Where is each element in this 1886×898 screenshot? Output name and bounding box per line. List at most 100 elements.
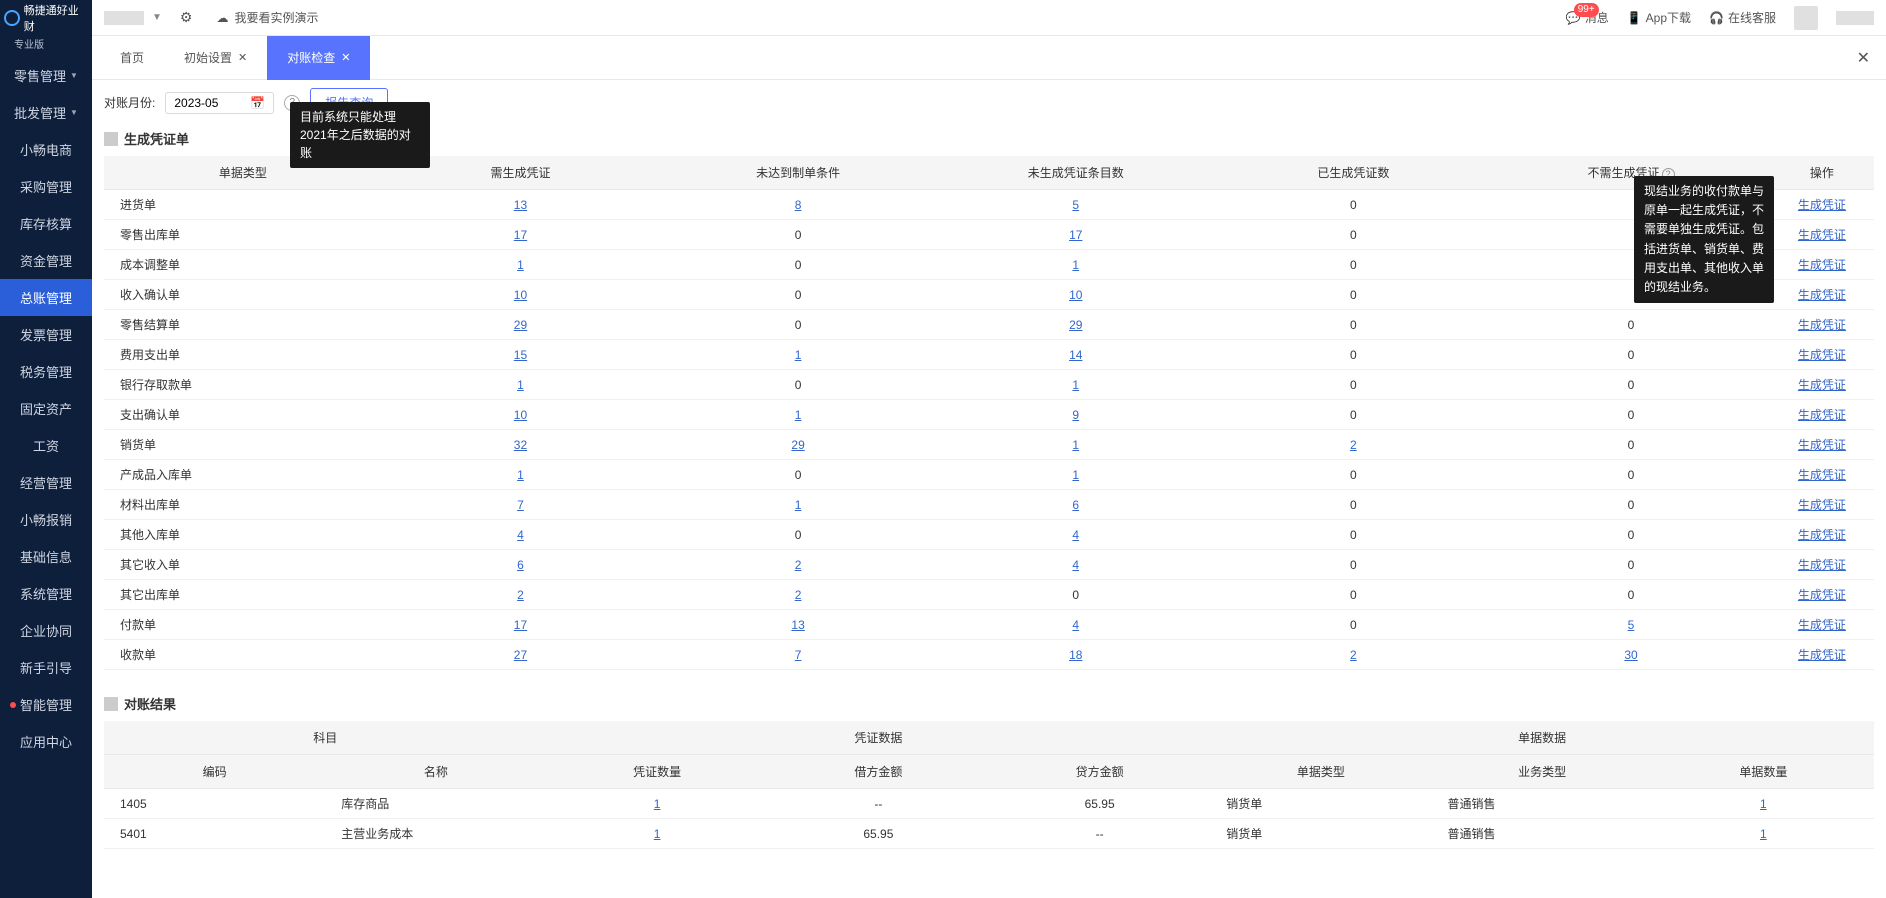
link[interactable]: 10: [514, 408, 527, 422]
gen-voucher-link[interactable]: 生成凭证: [1798, 648, 1846, 662]
link[interactable]: 2: [1350, 438, 1357, 452]
avatar[interactable]: [1794, 6, 1818, 30]
sidebar-item-新手引导[interactable]: 新手引导: [0, 649, 92, 686]
link[interactable]: 17: [514, 228, 527, 242]
link[interactable]: 2: [795, 558, 802, 572]
link[interactable]: 17: [1069, 228, 1082, 242]
link[interactable]: 7: [517, 498, 524, 512]
link[interactable]: 1: [1072, 258, 1079, 272]
link[interactable]: 1: [795, 348, 802, 362]
gen-voucher-link[interactable]: 生成凭证: [1798, 408, 1846, 422]
doc-type: 银行存取款单: [104, 370, 382, 400]
sidebar-item-系统管理[interactable]: 系统管理: [0, 575, 92, 612]
sidebar-item-基础信息[interactable]: 基础信息: [0, 538, 92, 575]
gen-voucher-link[interactable]: 生成凭证: [1798, 258, 1846, 272]
link[interactable]: 1: [1072, 468, 1079, 482]
link[interactable]: 29: [791, 438, 804, 452]
link[interactable]: 29: [1069, 318, 1082, 332]
link[interactable]: 10: [514, 288, 527, 302]
link[interactable]: 6: [517, 558, 524, 572]
gen-voucher-link[interactable]: 生成凭证: [1798, 588, 1846, 602]
sidebar-item-小畅报销[interactable]: 小畅报销: [0, 501, 92, 538]
sidebar-item-总账管理[interactable]: 总账管理: [0, 279, 92, 316]
link[interactable]: 10: [1069, 288, 1082, 302]
link[interactable]: 4: [1072, 618, 1079, 632]
sidebar-item-资金管理[interactable]: 资金管理: [0, 242, 92, 279]
tab-对账检查[interactable]: 对账检查✕: [267, 36, 370, 80]
online-service-button[interactable]: 🎧 在线客服: [1709, 9, 1776, 26]
sidebar-item-发票管理[interactable]: 发票管理: [0, 316, 92, 353]
link[interactable]: 2: [517, 588, 524, 602]
link[interactable]: 1: [517, 258, 524, 272]
calendar-icon[interactable]: 📅: [250, 96, 265, 110]
link[interactable]: 1: [517, 378, 524, 392]
gen-voucher-link[interactable]: 生成凭证: [1798, 228, 1846, 242]
link[interactable]: 17: [514, 618, 527, 632]
close-icon[interactable]: ✕: [341, 51, 350, 64]
gear-icon[interactable]: ⚙: [180, 9, 193, 26]
sidebar-item-税务管理[interactable]: 税务管理: [0, 353, 92, 390]
sidebar-item-智能管理[interactable]: 智能管理: [0, 686, 92, 723]
tab-初始设置[interactable]: 初始设置✕: [164, 36, 267, 80]
sidebar-item-批发管理[interactable]: 批发管理▼: [0, 94, 92, 131]
sidebar-item-零售管理[interactable]: 零售管理▼: [0, 57, 92, 94]
link[interactable]: 1: [795, 408, 802, 422]
close-icon[interactable]: ✕: [238, 51, 247, 64]
link[interactable]: 1: [795, 498, 802, 512]
gen-voucher-link[interactable]: 生成凭证: [1798, 438, 1846, 452]
link[interactable]: 2: [795, 588, 802, 602]
gen-voucher-link[interactable]: 生成凭证: [1798, 618, 1846, 632]
sidebar-item-应用中心[interactable]: 应用中心: [0, 723, 92, 760]
link[interactable]: 4: [517, 528, 524, 542]
gen-voucher-link[interactable]: 生成凭证: [1798, 378, 1846, 392]
app-download-button[interactable]: 📱 App下载: [1627, 9, 1691, 26]
link[interactable]: 4: [1072, 528, 1079, 542]
sidebar-item-工资[interactable]: 工资: [0, 427, 92, 464]
date-field[interactable]: [174, 96, 244, 110]
gen-voucher-link[interactable]: 生成凭证: [1798, 288, 1846, 302]
gen-voucher-link[interactable]: 生成凭证: [1798, 318, 1846, 332]
link[interactable]: 7: [795, 648, 802, 662]
link[interactable]: 2: [1350, 648, 1357, 662]
link[interactable]: 14: [1069, 348, 1082, 362]
link[interactable]: 15: [514, 348, 527, 362]
link[interactable]: 5: [1072, 198, 1079, 212]
link[interactable]: 4: [1072, 558, 1079, 572]
link[interactable]: 6: [1072, 498, 1079, 512]
link[interactable]: 1: [1072, 378, 1079, 392]
link[interactable]: 5: [1628, 618, 1635, 632]
gen-voucher-link[interactable]: 生成凭证: [1798, 498, 1846, 512]
link[interactable]: 13: [791, 618, 804, 632]
sidebar-item-固定资产[interactable]: 固定资产: [0, 390, 92, 427]
close-all-tabs-icon[interactable]: ✕: [1849, 48, 1878, 68]
link[interactable]: 1: [1072, 438, 1079, 452]
link[interactable]: 13: [514, 198, 527, 212]
sidebar-item-小畅电商[interactable]: 小畅电商: [0, 131, 92, 168]
link[interactable]: 1: [517, 468, 524, 482]
sidebar-item-采购管理[interactable]: 采购管理: [0, 168, 92, 205]
demo-link[interactable]: ☁ 我要看实例演示: [216, 9, 318, 26]
sidebar-item-库存核算[interactable]: 库存核算: [0, 205, 92, 242]
link[interactable]: 18: [1069, 648, 1082, 662]
link[interactable]: 8: [795, 198, 802, 212]
link[interactable]: 9: [1072, 408, 1079, 422]
link[interactable]: 32: [514, 438, 527, 452]
link[interactable]: 29: [514, 318, 527, 332]
link[interactable]: 1: [1760, 797, 1767, 811]
link[interactable]: 30: [1624, 648, 1637, 662]
date-input[interactable]: 📅: [165, 92, 274, 114]
sidebar-item-经营管理[interactable]: 经营管理: [0, 464, 92, 501]
link[interactable]: 27: [514, 648, 527, 662]
gen-voucher-link[interactable]: 生成凭证: [1798, 198, 1846, 212]
link[interactable]: 1: [654, 797, 661, 811]
link[interactable]: 1: [1760, 827, 1767, 841]
sidebar-item-企业协同[interactable]: 企业协同: [0, 612, 92, 649]
link[interactable]: 1: [654, 827, 661, 841]
gen-voucher-link[interactable]: 生成凭证: [1798, 528, 1846, 542]
company-selector[interactable]: ▼: [104, 11, 162, 25]
gen-voucher-link[interactable]: 生成凭证: [1798, 558, 1846, 572]
tab-首页[interactable]: 首页: [100, 36, 164, 80]
gen-voucher-link[interactable]: 生成凭证: [1798, 348, 1846, 362]
messages-button[interactable]: 💬 消息 99+: [1566, 9, 1609, 26]
gen-voucher-link[interactable]: 生成凭证: [1798, 468, 1846, 482]
